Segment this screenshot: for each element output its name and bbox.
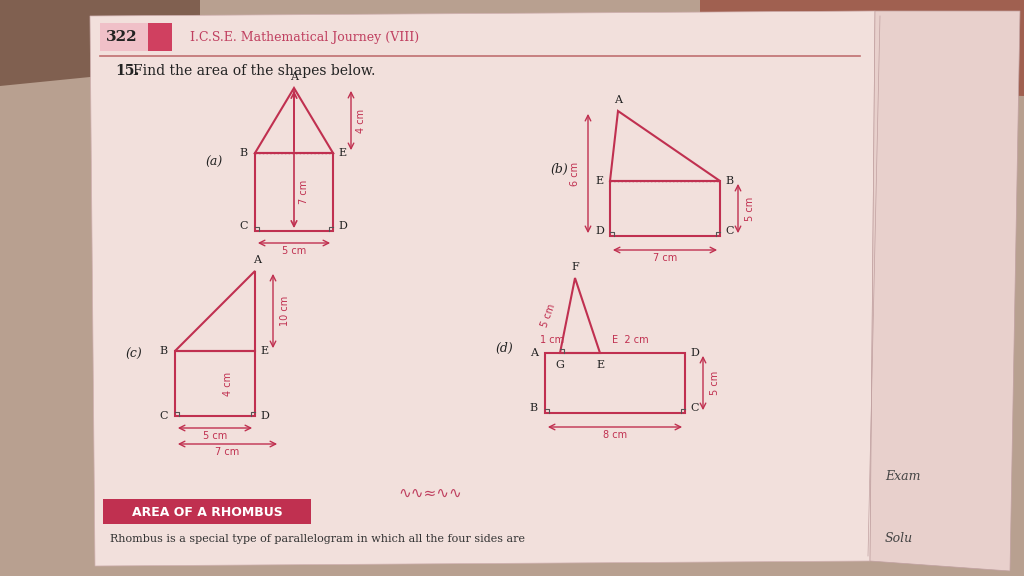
Text: B: B	[529, 403, 538, 413]
Text: 5 cm: 5 cm	[745, 197, 755, 221]
Text: Find the area of the shapes below.: Find the area of the shapes below.	[133, 64, 376, 78]
Text: 7 cm: 7 cm	[299, 180, 309, 204]
Text: E: E	[338, 148, 346, 158]
Text: 5 cm: 5 cm	[540, 303, 557, 329]
Text: (a): (a)	[205, 156, 222, 169]
Bar	[103, 499, 311, 524]
Text: 322: 322	[106, 30, 138, 44]
Text: Solu: Solu	[885, 532, 913, 544]
Text: D: D	[260, 411, 269, 421]
Text: Rhombus is a special type of parallelogram in which all the four sides are: Rhombus is a special type of parallelogr…	[110, 534, 525, 544]
Text: 4 cm: 4 cm	[356, 109, 366, 133]
Polygon shape	[90, 11, 874, 566]
Text: A: A	[614, 95, 622, 105]
Text: 1 cm: 1 cm	[540, 335, 564, 345]
Text: (c): (c)	[125, 347, 141, 361]
Text: C: C	[240, 221, 248, 231]
Text: C: C	[690, 403, 698, 413]
Text: F: F	[571, 262, 579, 272]
Text: 6 cm: 6 cm	[570, 162, 580, 186]
Text: (b): (b)	[550, 162, 567, 176]
Text: ∿∿≈∿∿: ∿∿≈∿∿	[398, 486, 462, 501]
Text: 7 cm: 7 cm	[653, 253, 677, 263]
Bar	[148, 23, 172, 51]
Text: A: A	[290, 72, 298, 82]
Text: E: E	[260, 346, 268, 356]
Text: C: C	[160, 411, 168, 421]
Text: 8 cm: 8 cm	[603, 430, 627, 440]
Text: 4 cm: 4 cm	[223, 372, 233, 396]
Text: D: D	[690, 348, 698, 358]
Text: G: G	[556, 360, 564, 370]
Polygon shape	[870, 11, 1020, 571]
Text: A: A	[253, 255, 261, 265]
Polygon shape	[0, 0, 200, 86]
Text: AREA OF A RHOMBUS: AREA OF A RHOMBUS	[132, 506, 283, 518]
Text: 7 cm: 7 cm	[215, 447, 240, 457]
Bar	[100, 23, 172, 51]
Text: 5 cm: 5 cm	[710, 371, 720, 395]
Text: 15.: 15.	[115, 64, 139, 78]
Text: 5 cm: 5 cm	[282, 246, 306, 256]
Text: D: D	[595, 226, 604, 236]
Text: 10 cm: 10 cm	[280, 296, 290, 326]
Text: D: D	[338, 221, 347, 231]
Text: A: A	[530, 348, 538, 358]
Text: 5 cm: 5 cm	[203, 431, 227, 441]
Polygon shape	[700, 0, 1024, 96]
Text: B: B	[240, 148, 248, 158]
Text: Exam: Exam	[885, 469, 921, 483]
Text: I.C.S.E. Mathematical Journey (VIII): I.C.S.E. Mathematical Journey (VIII)	[190, 31, 419, 44]
Text: E: E	[596, 176, 604, 186]
Text: E: E	[596, 360, 604, 370]
Text: E  2 cm: E 2 cm	[612, 335, 648, 345]
Text: (d): (d)	[495, 342, 513, 354]
Text: B: B	[725, 176, 733, 186]
Text: B: B	[160, 346, 168, 356]
Text: C: C	[725, 226, 733, 236]
